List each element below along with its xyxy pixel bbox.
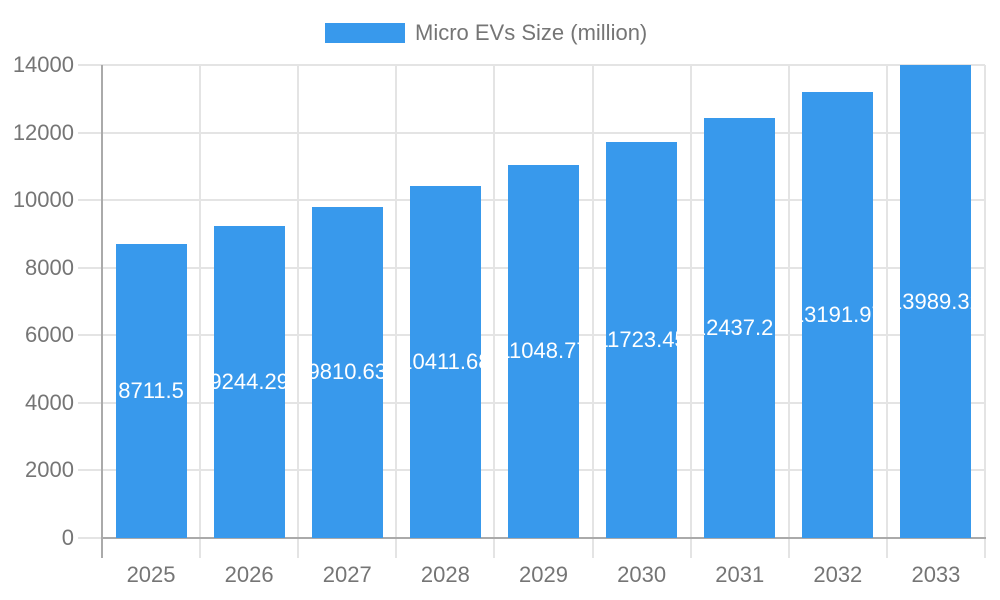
x-tick-label: 2028 (420, 562, 470, 587)
x-tick-label: 2029 (519, 562, 568, 587)
x-tick-label: 2030 (617, 562, 667, 587)
x-tick-label: 2025 (126, 562, 176, 587)
y-axis-tick (78, 266, 102, 269)
x-tick-label: 2027 (322, 562, 372, 587)
gridline-vertical (984, 65, 986, 558)
bar-value-label: 9810.63 (311, 359, 383, 385)
bar-value-label: 13191.97 (802, 302, 873, 328)
gridline-vertical (493, 65, 496, 558)
x-axis-line (101, 537, 986, 539)
bar-value-label: 13989.32 (900, 288, 971, 314)
gridline-vertical (199, 65, 202, 558)
x-tick-label: 2033 (911, 562, 961, 587)
y-tick-label: 12000 (12, 119, 74, 145)
y-tick-label: 4000 (25, 389, 74, 415)
y-tick-label: 2000 (25, 457, 74, 483)
y-tick-label: 10000 (12, 187, 74, 213)
legend-item[interactable]: Micro EVs Size (million) (325, 20, 648, 45)
bar-value-label: 11048.77 (508, 338, 579, 364)
y-axis-tick (78, 131, 102, 134)
bar-2029[interactable]: 11048.77 (508, 164, 579, 538)
gridline-vertical (689, 65, 692, 558)
y-axis-tick (78, 401, 102, 404)
x-tick-label: 2026 (224, 562, 274, 587)
bar-2027[interactable]: 9810.63 (311, 206, 383, 538)
bar-value-label: 10411.68 (410, 349, 481, 375)
gridline-vertical (885, 65, 888, 558)
bar-value-label: 9244.29 (213, 368, 285, 394)
bar-2028[interactable]: 10411.68 (409, 186, 481, 538)
y-tick-label: 6000 (25, 322, 74, 348)
gridline-vertical (297, 65, 300, 558)
y-axis-tick (78, 199, 102, 202)
y-axis-line (101, 65, 103, 558)
y-axis-tick (78, 537, 102, 539)
bar-2026[interactable]: 9244.29 (213, 225, 285, 538)
bar-value-label: 8711.5 (118, 377, 184, 403)
legend-swatch (325, 23, 405, 43)
y-tick-label: 8000 (25, 254, 74, 280)
bar-2031[interactable]: 12437.21 (704, 117, 776, 538)
y-tick-label: 0 (61, 525, 74, 550)
bar-value-label: 11723.45 (606, 326, 677, 352)
legend-label: Micro EVs Size (million) (415, 20, 648, 45)
x-tick-label: 2032 (813, 562, 863, 587)
gridline-horizontal (102, 64, 985, 66)
y-axis-tick (78, 334, 102, 337)
bar-2032[interactable]: 13191.97 (802, 92, 874, 538)
gridline-vertical (395, 65, 398, 558)
gridline-vertical (591, 65, 594, 558)
bar-2030[interactable]: 11723.45 (606, 141, 678, 538)
bar-2025[interactable]: 8711.5 (115, 243, 187, 538)
x-tick-label: 2031 (715, 562, 765, 587)
bar-value-label: 12437.21 (704, 314, 775, 340)
y-axis-tick (78, 469, 102, 472)
bar-2033[interactable]: 13989.32 (900, 65, 972, 538)
gridline-horizontal (102, 131, 985, 134)
y-axis-tick (78, 64, 102, 66)
y-tick-label: 14000 (12, 52, 74, 77)
gridline-vertical (787, 65, 790, 558)
